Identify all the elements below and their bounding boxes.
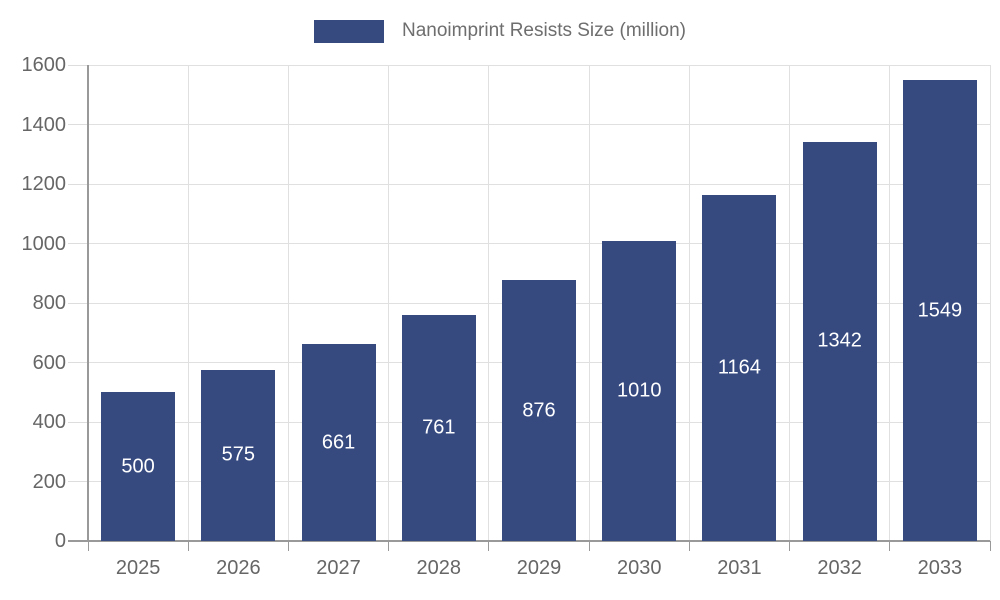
- x-axis-tick-mark: [688, 541, 690, 551]
- bar-value-label: 500: [121, 455, 155, 478]
- y-axis-line: [87, 65, 89, 541]
- x-axis-tick-mark: [789, 541, 791, 551]
- y-axis-tick-label: 1400: [21, 113, 67, 136]
- y-axis-tick-label: 0: [54, 530, 66, 552]
- gridline-vertical: [287, 65, 289, 541]
- bar-2025: 500: [101, 392, 176, 541]
- bar-2031: 1164: [702, 194, 777, 541]
- x-axis-tick-mark: [388, 541, 390, 551]
- gridline-horizontal: [88, 124, 990, 125]
- chart-legend: Nanoimprint Resists Size (million): [0, 18, 1000, 44]
- y-axis-tick-label: 800: [32, 292, 66, 314]
- x-axis-tick-label: 2030: [616, 557, 662, 579]
- y-axis-tick-mark: [68, 124, 88, 125]
- y-axis-tick-label: 1600: [21, 54, 67, 76]
- gridline-vertical: [688, 65, 690, 541]
- x-axis-tick-mark: [889, 541, 891, 551]
- x-axis-tick-mark: [287, 541, 289, 551]
- x-axis-tick-label: 2026: [216, 557, 261, 579]
- y-axis-tick-label: 400: [32, 411, 66, 433]
- y-axis-tick-mark: [68, 481, 88, 482]
- gridline-vertical: [989, 65, 991, 541]
- gridline-vertical: [187, 65, 189, 541]
- y-axis-tick-mark: [68, 243, 88, 244]
- x-axis-tick-label: 2032: [817, 557, 862, 579]
- x-axis-line: [68, 540, 990, 542]
- legend-label: Nanoimprint Resists Size (million): [401, 20, 687, 41]
- gridline-horizontal: [88, 243, 990, 244]
- x-axis-tick-mark: [989, 541, 991, 551]
- y-axis-tick-mark: [68, 421, 88, 423]
- x-axis-tick-label: 2027: [316, 557, 361, 579]
- bar-2030: 1010: [602, 240, 677, 541]
- y-axis-tick-mark: [68, 362, 88, 363]
- bar-2028: 761: [401, 314, 476, 541]
- y-axis-tick-mark: [68, 183, 88, 185]
- x-axis-tick-label: 2031: [717, 557, 762, 579]
- bar-2032: 1342: [802, 141, 877, 541]
- bar-value-label: 1549: [917, 299, 963, 322]
- x-axis-tick-label: 2025: [115, 557, 161, 579]
- bar-value-label: 661: [321, 431, 356, 454]
- bar-value-label: 876: [522, 399, 556, 422]
- x-axis-tick-label: 2028: [416, 557, 462, 579]
- gridline-vertical: [889, 65, 891, 541]
- x-axis-tick-mark: [87, 541, 89, 551]
- bar-value-label: 1342: [817, 329, 862, 352]
- bar-value-label: 575: [221, 443, 256, 466]
- gridline-horizontal: [88, 183, 990, 185]
- x-axis-tick-label: 2029: [516, 557, 562, 579]
- bar-value-label: 1164: [717, 356, 761, 379]
- gridline-vertical: [488, 65, 490, 541]
- gridline-vertical: [388, 65, 390, 541]
- bar-value-label: 761: [422, 416, 456, 439]
- bar-value-label: 1010: [616, 379, 662, 402]
- plot-area: 500 575 661 761 876 1010 1164 1342 1549: [68, 64, 991, 551]
- gridline-horizontal: [88, 64, 990, 66]
- legend-swatch: [313, 19, 384, 43]
- x-axis-tick-label: 2033: [917, 557, 963, 579]
- y-axis-tick-label: 1200: [21, 173, 67, 195]
- gridline-vertical: [789, 65, 791, 541]
- x-axis-tick-mark: [488, 541, 490, 551]
- x-axis-tick-mark: [588, 541, 590, 551]
- bar-2027: 661: [301, 344, 376, 541]
- bar-2029: 876: [502, 280, 576, 541]
- y-axis-tick-mark: [68, 64, 88, 66]
- y-axis-tick-label: 600: [32, 351, 66, 374]
- gridline-vertical: [588, 65, 590, 541]
- y-axis-tick-label: 1000: [21, 232, 67, 255]
- x-axis-tick-mark: [187, 541, 189, 551]
- y-axis-tick-label: 200: [32, 470, 66, 493]
- bar-2033: 1549: [902, 80, 977, 541]
- bar-2026: 575: [201, 369, 276, 541]
- y-axis-tick-mark: [68, 302, 88, 304]
